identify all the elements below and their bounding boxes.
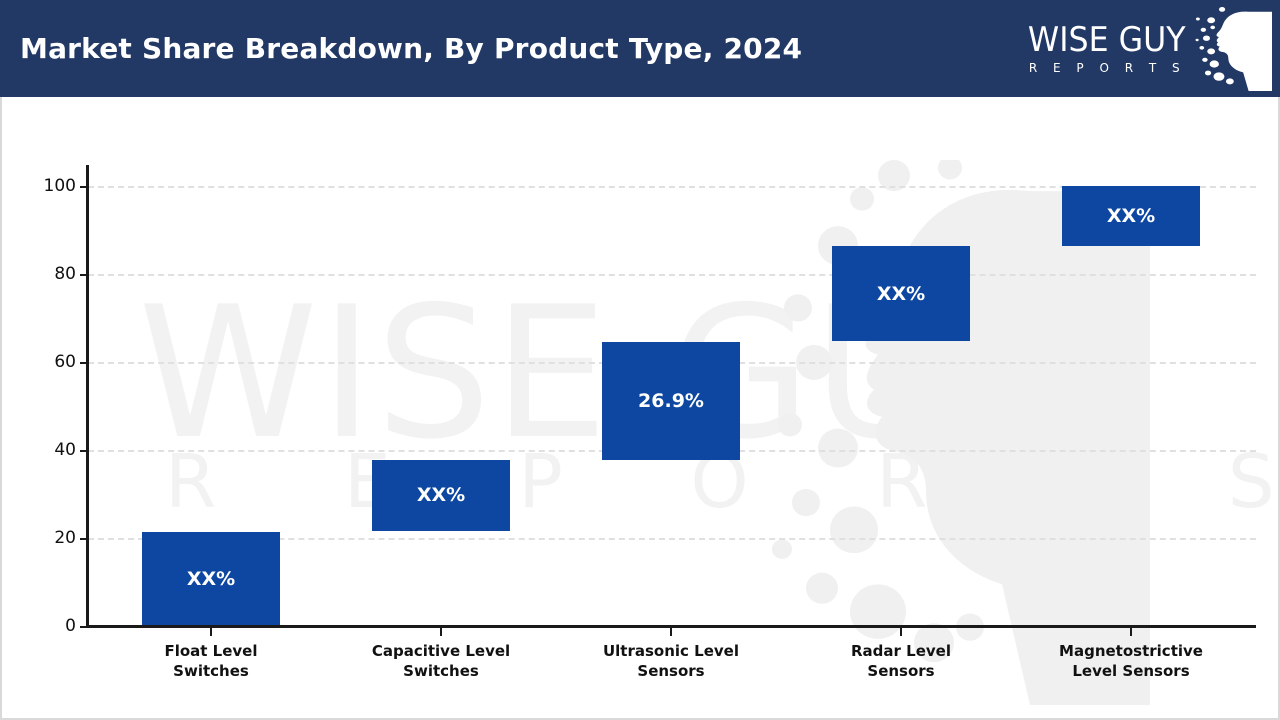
y-tick-label-0: 0 <box>65 616 76 636</box>
y-tick-100 <box>80 186 88 188</box>
category-label-0: Float Level Switches <box>91 641 331 681</box>
left-edge-line <box>0 97 2 720</box>
bar-radar-level-sensors: XX% <box>832 245 970 342</box>
x-axis-line <box>88 625 1256 628</box>
category-label-line: Switches <box>403 662 479 680</box>
header-bar: Market Share Breakdown, By Product Type,… <box>0 0 1280 97</box>
category-label-line: Level Sensors <box>1072 662 1190 680</box>
gridline-100 <box>88 186 1256 188</box>
bar-float-level-switches: XX% <box>142 531 280 627</box>
bar-magnetostrictive-level-sensors: XX% <box>1062 185 1200 246</box>
gridline-20 <box>88 538 1256 540</box>
category-label-1: Capacitive Level Switches <box>321 641 561 681</box>
category-label-line: Float Level <box>164 642 258 660</box>
x-tick-3 <box>900 628 902 636</box>
category-label-line: Capacitive Level <box>371 642 511 660</box>
y-tick-0 <box>80 626 88 628</box>
bottom-edge-line <box>0 718 1280 720</box>
brand-dotted-head-icon <box>1195 7 1272 91</box>
bar-value-label: XX% <box>186 568 236 591</box>
y-tick-80 <box>80 274 88 276</box>
chart-plot-area: 0 20 40 60 80 100 XX% Float Level Switches XX% Cap… <box>0 97 1280 720</box>
category-label-line: Sensors <box>867 662 935 680</box>
bar-value-label: XX% <box>876 282 926 305</box>
bar-value-label: XX% <box>416 484 466 507</box>
bar-value-label: 26.9% <box>638 390 704 413</box>
y-tick-40 <box>80 450 88 452</box>
y-tick-60 <box>80 362 88 364</box>
page-title: Market Share Breakdown, By Product Type,… <box>20 32 803 65</box>
x-tick-1 <box>440 628 442 636</box>
gridline-80 <box>88 274 1256 276</box>
y-axis-line <box>86 165 89 628</box>
brand-logo: WISE GUY R E P O R T S <box>1022 6 1272 92</box>
brand-logo-text: WISE GUY R E P O R T S <box>1022 23 1192 75</box>
y-tick-label-80: 80 <box>54 264 76 284</box>
right-edge-line <box>1278 97 1280 720</box>
y-tick-20 <box>80 538 88 540</box>
category-label-3: Radar Level Sensors <box>781 641 1021 681</box>
bar-value-label: XX% <box>1106 204 1156 227</box>
x-tick-4 <box>1130 628 1132 636</box>
category-label-4: Magnetostrictive Level Sensors <box>1011 641 1251 681</box>
y-tick-label-40: 40 <box>54 440 76 460</box>
y-tick-label-20: 20 <box>54 528 76 548</box>
category-label-2: Ultrasonic Level Sensors <box>551 641 791 681</box>
bar-ultrasonic-level-sensors: 26.9% <box>602 341 740 461</box>
bar-capacitive-level-switches: XX% <box>372 460 510 531</box>
y-tick-label-100: 100 <box>43 176 76 196</box>
x-tick-2 <box>670 628 672 636</box>
category-label-line: Ultrasonic Level <box>602 642 739 660</box>
brand-wordmark: WISE GUY <box>1028 20 1187 60</box>
brand-reports-text: R E P O R T S <box>1028 61 1186 75</box>
category-label-line: Radar Level <box>851 642 951 660</box>
category-label-line: Sensors <box>637 662 705 680</box>
category-label-line: Switches <box>173 662 249 680</box>
category-label-line: Magnetostrictive <box>1059 642 1203 660</box>
x-tick-0 <box>210 628 212 636</box>
y-tick-label-60: 60 <box>54 352 76 372</box>
